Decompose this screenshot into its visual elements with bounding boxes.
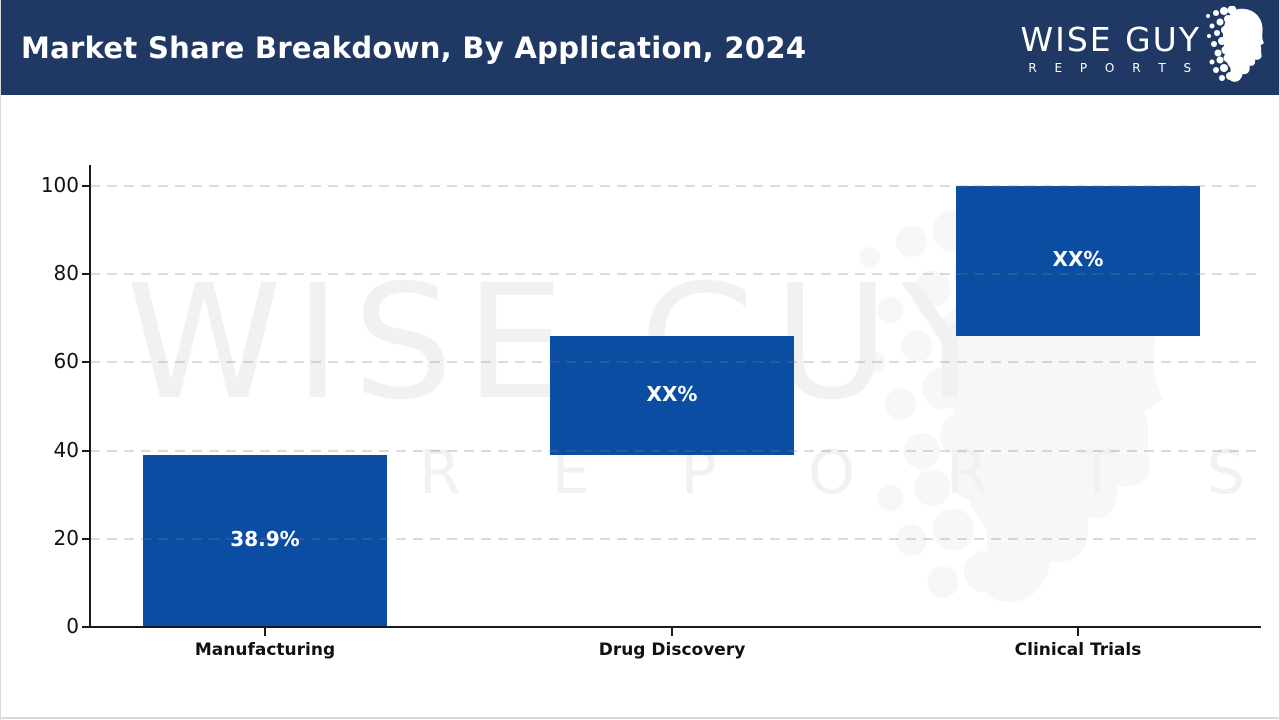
gridline-20 (90, 537, 1261, 540)
wise-guy-reports-logo: WISE GUY R E P O R T S (1020, 6, 1267, 90)
y-axis-tick-0 (82, 626, 90, 628)
bar-value-label: 38.9% (230, 527, 300, 552)
x-tick-label-0: Manufacturing (194, 640, 336, 660)
gridline-80 (90, 273, 1261, 276)
gridline-60 (90, 361, 1261, 364)
gridline-100 (90, 185, 1261, 187)
y-axis-tick-80 (82, 273, 90, 276)
gridline-40 (90, 449, 1261, 452)
y-tick-label-80: 80 (53, 261, 79, 286)
bar-clinical-trials (956, 186, 1200, 336)
y-tick-label-100: 100 (40, 173, 79, 197)
y-axis-tick-20 (82, 537, 90, 540)
x-tick-label-2: Clinical Trials (1014, 640, 1142, 660)
logo-wordmark: WISE GUY (1020, 19, 1201, 59)
y-tick-label-40: 40 (53, 437, 79, 462)
logo-face-icon (1206, 6, 1264, 82)
x-axis-spine (89, 626, 1261, 628)
y-tick-label-0: 0 (66, 614, 79, 638)
header-band: Market Share Breakdown, By Application, … (1, 0, 1279, 95)
y-axis-spine (89, 165, 91, 628)
x-tick-label-1: Drug Discovery (598, 640, 746, 660)
x-axis-tick-0 (264, 628, 266, 636)
bar-value-label: XX% (1052, 246, 1104, 271)
logo-subtitle: R E P O R T S (1028, 60, 1199, 75)
bar-manufacturing (143, 455, 387, 627)
bar-drug-discovery (550, 335, 794, 456)
y-axis-tick-40 (82, 449, 90, 452)
x-axis-tick-1 (671, 628, 673, 636)
bottom-divider (1, 717, 1279, 719)
y-tick-label-60: 60 (53, 349, 79, 374)
y-axis-tick-60 (82, 361, 90, 364)
chart-title: Market Share Breakdown, By Application, … (21, 30, 807, 65)
y-axis-tick-100 (82, 185, 90, 187)
bar-value-label: XX% (646, 381, 698, 406)
logo-text: WISE GUY R E P O R T S (1020, 19, 1201, 75)
x-axis-tick-2 (1077, 628, 1079, 636)
y-tick-label-20: 20 (53, 525, 79, 550)
